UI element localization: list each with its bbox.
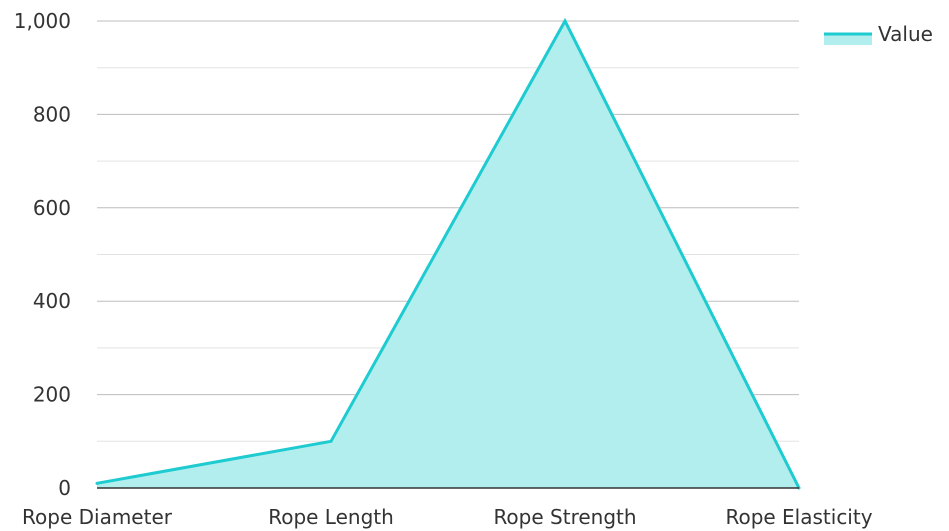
legend[interactable]: Value xyxy=(824,22,933,46)
y-tick-label: 400 xyxy=(33,289,71,313)
data-point-0[interactable] xyxy=(95,481,99,485)
y-axis-tick-labels: 0 200 400 600 800 1,000 xyxy=(14,9,71,500)
series-line-value xyxy=(96,17,801,489)
x-tick-label: Rope Strength xyxy=(493,505,636,529)
series-value xyxy=(95,17,801,490)
y-tick-label: 600 xyxy=(33,196,71,220)
x-tick-label: Rope Length xyxy=(268,505,394,529)
y-tick-label: 200 xyxy=(33,383,71,407)
data-point-1[interactable] xyxy=(329,439,333,443)
data-point-2[interactable] xyxy=(563,19,567,23)
x-tick-label: Rope Elasticity xyxy=(725,505,872,529)
x-tick-label: Rope Diameter xyxy=(22,505,173,529)
y-tick-label: 800 xyxy=(33,102,71,126)
legend-label-value: Value xyxy=(878,22,933,46)
y-tick-label: 0 xyxy=(58,476,71,500)
y-tick-label: 1,000 xyxy=(14,9,71,33)
legend-swatch xyxy=(824,33,872,45)
x-axis-tick-labels: Rope Diameter Rope Length Rope Strength Rop… xyxy=(22,505,873,529)
